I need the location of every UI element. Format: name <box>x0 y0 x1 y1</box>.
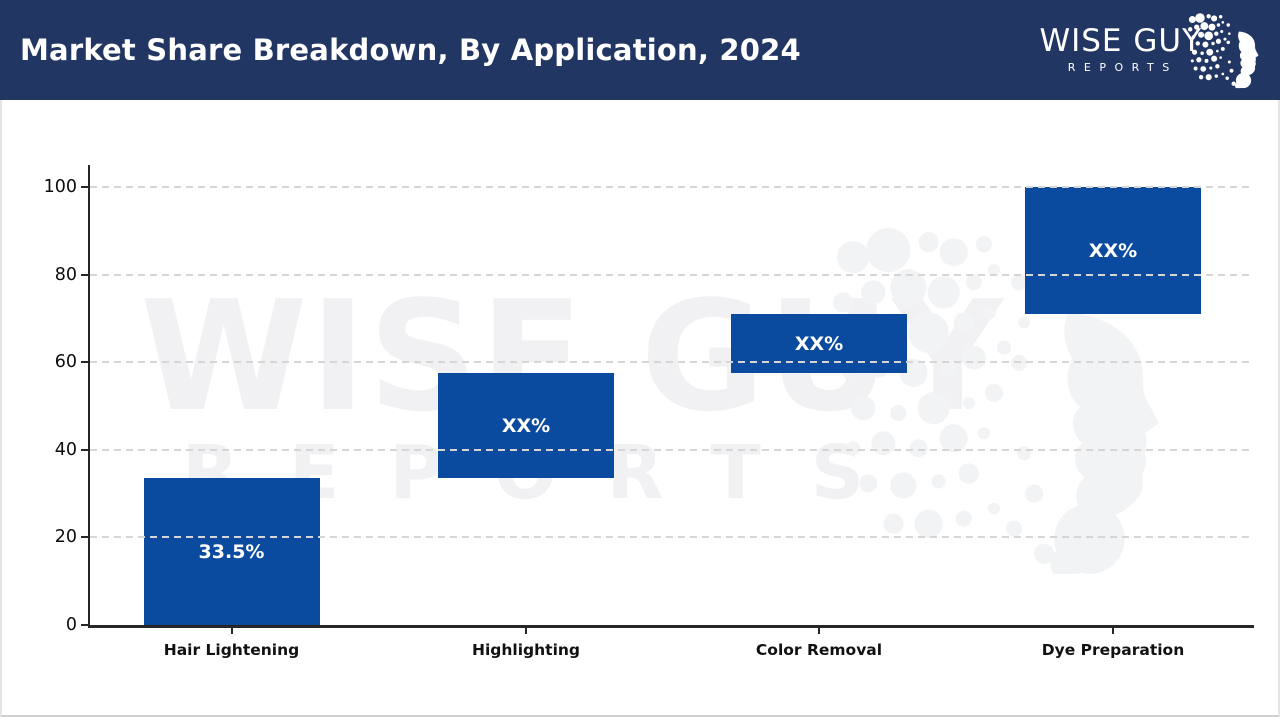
gridline <box>90 448 1254 451</box>
bar-value-label: XX% <box>501 414 551 437</box>
y-tick-mark <box>81 448 88 451</box>
y-tick-label: 100 <box>43 177 77 197</box>
y-tick-mark <box>81 186 88 188</box>
logo-text: WISE GUY REPORTS <box>1039 23 1202 75</box>
bar-value-label: 33.5% <box>198 540 265 563</box>
logo-wordmark: WISE GUY <box>1039 23 1202 59</box>
x-tick-mark <box>525 628 527 634</box>
bar-hair-lightening <box>143 478 320 625</box>
gridline <box>90 186 1254 188</box>
bar-color-removal <box>731 314 907 374</box>
y-tick-mark <box>81 273 88 276</box>
logo-subtext: REPORTS <box>1067 61 1178 74</box>
x-axis-spine <box>88 625 1254 628</box>
y-tick-label: 20 <box>54 527 77 548</box>
x-tick-mark <box>230 628 233 634</box>
header-bar: Market Share Breakdown, By Application, … <box>0 0 1280 100</box>
x-tick-mark <box>1112 628 1114 634</box>
x-category-label: Dye Preparation <box>1041 641 1185 659</box>
gridline <box>90 273 1254 276</box>
y-tick-label: 0 <box>65 615 77 635</box>
page-title: Market Share Breakdown, By Application, … <box>20 33 801 67</box>
y-tick-mark <box>81 536 88 539</box>
y-tick-label: 40 <box>54 439 77 460</box>
bar-highlighting <box>438 373 614 479</box>
bar-value-label: XX% <box>794 332 844 355</box>
y-tick-label: 80 <box>54 264 77 285</box>
x-category-label: Highlighting <box>471 641 581 659</box>
brand-logo: WISE GUY REPORTS <box>1039 0 1262 100</box>
x-category-label: Color Removal <box>755 641 883 659</box>
y-tick-mark <box>81 624 88 626</box>
x-tick-mark <box>818 628 820 634</box>
bar-dye-preparation <box>1025 187 1201 315</box>
gridline <box>90 361 1254 364</box>
x-category-label: Hair Lightening <box>163 641 300 659</box>
bar-value-label: XX% <box>1088 239 1138 262</box>
y-tick-mark <box>81 361 88 364</box>
y-tick-label: 60 <box>54 352 77 373</box>
gridline <box>90 536 1254 539</box>
y-axis-spine <box>88 165 90 628</box>
